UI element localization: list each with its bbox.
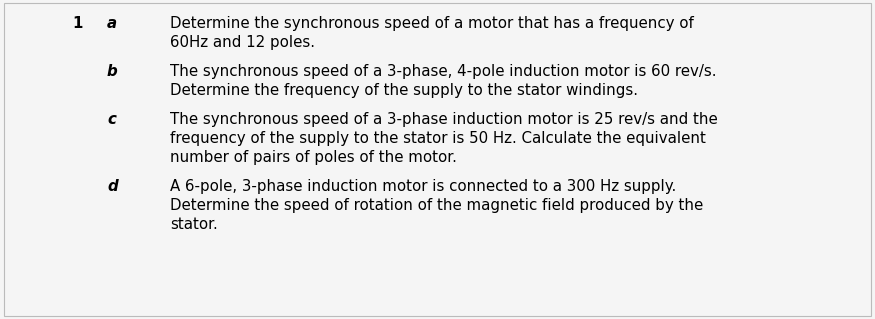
Text: The synchronous speed of a 3-phase, 4-pole induction motor is 60 rev/s.: The synchronous speed of a 3-phase, 4-po… — [170, 64, 717, 79]
Text: stator.: stator. — [170, 217, 218, 232]
Text: 1: 1 — [72, 16, 82, 31]
Text: d: d — [107, 179, 118, 194]
Text: Determine the speed of rotation of the magnetic field produced by the: Determine the speed of rotation of the m… — [170, 198, 704, 213]
Text: Determine the frequency of the supply to the stator windings.: Determine the frequency of the supply to… — [170, 83, 638, 98]
Text: Determine the synchronous speed of a motor that has a frequency of: Determine the synchronous speed of a mot… — [170, 16, 694, 31]
Text: number of pairs of poles of the motor.: number of pairs of poles of the motor. — [170, 150, 457, 165]
Text: c: c — [107, 112, 116, 127]
Text: b: b — [107, 64, 118, 79]
Text: 60Hz and 12 poles.: 60Hz and 12 poles. — [170, 35, 315, 50]
Text: frequency of the supply to the stator is 50 Hz. Calculate the equivalent: frequency of the supply to the stator is… — [170, 131, 706, 146]
Text: The synchronous speed of a 3-phase induction motor is 25 rev/s and the: The synchronous speed of a 3-phase induc… — [170, 112, 717, 127]
Text: a: a — [107, 16, 117, 31]
Text: A 6-pole, 3-phase induction motor is connected to a 300 Hz supply.: A 6-pole, 3-phase induction motor is con… — [170, 179, 676, 194]
